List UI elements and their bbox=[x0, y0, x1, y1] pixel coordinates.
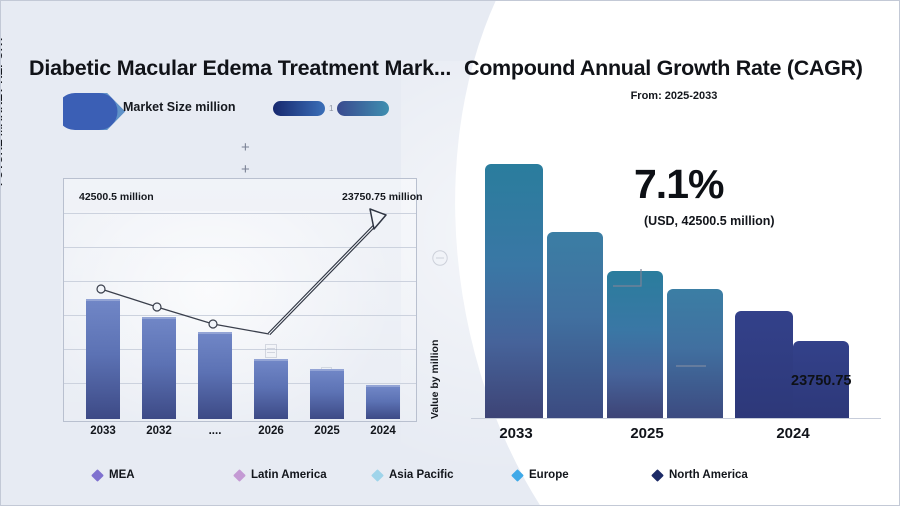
right-bar-2025-a bbox=[607, 271, 663, 419]
left-chart-end-value-label: 23750.75 million bbox=[342, 191, 423, 203]
left-chart-start-value-label: 42500.5 million bbox=[79, 191, 154, 203]
legend-label-north-america: North America bbox=[669, 469, 748, 481]
bar-2026 bbox=[254, 359, 288, 419]
bar-mid bbox=[198, 332, 232, 419]
x-label-2: .... bbox=[208, 425, 222, 437]
right-chart-baseline bbox=[471, 418, 881, 419]
right-chart-end-value-label: 23750.75 bbox=[791, 373, 852, 389]
legend-marker-north-america bbox=[651, 468, 664, 482]
plus-decoration-icon-1: + bbox=[241, 139, 250, 156]
minus-circle-icon bbox=[431, 249, 449, 272]
right-x-label-0: 2033 bbox=[499, 425, 533, 442]
left-chart-trend-overlay bbox=[96, 208, 387, 336]
x-label-4: 2025 bbox=[314, 425, 340, 437]
market-size-hex-icon bbox=[56, 93, 127, 130]
legend-marker-asia-pacific bbox=[371, 468, 384, 482]
bar-2024 bbox=[366, 385, 400, 419]
x-label-5: 2024 bbox=[370, 425, 396, 437]
right-bar-2025-b bbox=[667, 289, 723, 419]
legend-marker-europe bbox=[511, 468, 524, 482]
left-chart-plot-area bbox=[63, 178, 417, 422]
plus-decoration-icon-2: + bbox=[241, 161, 250, 178]
right-bar-2033-b bbox=[547, 232, 603, 419]
left-chart-y-axis-title: FUTURE MARKET REPORT bbox=[0, 35, 5, 186]
left-chart-title: Diabetic Macular Edema Treatment Mark... bbox=[29, 56, 452, 80]
right-x-label-1: 2025 bbox=[630, 425, 664, 442]
legend-item-latin-america[interactable]: Latin America bbox=[233, 468, 327, 482]
list-decoration-icon bbox=[265, 344, 277, 363]
legend-marker-mea bbox=[91, 468, 104, 482]
bar-2032 bbox=[142, 317, 176, 419]
legend-marker-latin-america bbox=[233, 468, 246, 482]
pill-indicator-group: 1 bbox=[273, 101, 390, 116]
cagr-note: (USD, 42500.5 million) bbox=[644, 214, 775, 228]
pill-primary bbox=[273, 101, 325, 116]
left-chart-bars bbox=[64, 179, 414, 419]
x-label-0: 2033 bbox=[90, 425, 116, 437]
right-chart-connector-lines bbox=[613, 269, 706, 367]
bar-2033 bbox=[86, 299, 120, 419]
right-x-label-2: 2024 bbox=[776, 425, 810, 442]
left-chart-x-axis-labels: 2033 2032 .... 2026 2025 2024 bbox=[63, 425, 415, 445]
x-label-1: 2032 bbox=[146, 425, 172, 437]
cagr-value: 7.1% bbox=[634, 161, 724, 207]
market-size-legend-label: Market Size million bbox=[123, 100, 236, 114]
legend-label-mea: MEA bbox=[109, 469, 135, 481]
right-chart-subtitle: From: 2025-2033 bbox=[630, 90, 718, 102]
right-chart-x-axis-labels: 2033 2025 2024 bbox=[471, 425, 881, 447]
legend-item-mea[interactable]: MEA bbox=[91, 468, 135, 482]
right-chart-plot-area bbox=[471, 151, 881, 419]
right-bar-2033-a bbox=[485, 164, 543, 419]
x-label-3: 2026 bbox=[258, 425, 284, 437]
right-bar-2024-a bbox=[735, 311, 793, 419]
left-chart-value-axis-title: Value by million bbox=[429, 339, 441, 419]
right-bar-2024-b bbox=[793, 341, 849, 419]
legend-item-asia-pacific[interactable]: Asia Pacific bbox=[371, 468, 454, 482]
bar-2025 bbox=[310, 369, 344, 419]
legend-item-europe[interactable]: Europe bbox=[511, 468, 569, 482]
region-legend: MEA Latin America Asia Pacific Europe No… bbox=[1, 463, 899, 491]
legend-label-latin-america: Latin America bbox=[251, 469, 327, 481]
legend-label-asia-pacific: Asia Pacific bbox=[389, 469, 454, 481]
legend-item-north-america[interactable]: North America bbox=[651, 468, 748, 482]
pill-secondary bbox=[337, 101, 390, 116]
legend-label-europe: Europe bbox=[529, 469, 569, 481]
right-chart-title: Compound Annual Growth Rate (CAGR) bbox=[464, 56, 863, 80]
pill-separator: 1 bbox=[329, 104, 334, 113]
